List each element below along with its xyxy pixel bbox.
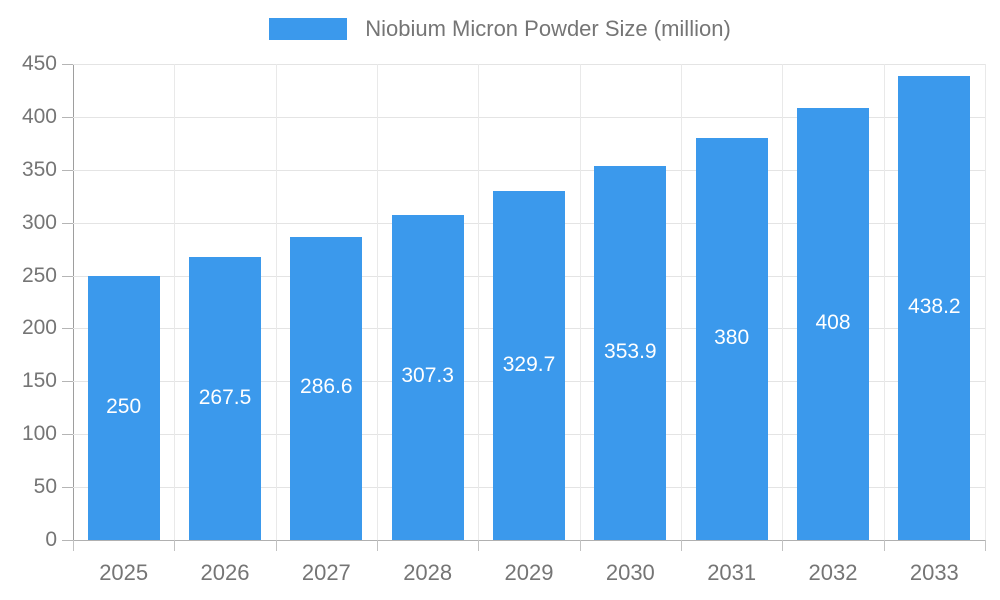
x-axis-category-label: 2025 bbox=[99, 560, 149, 585]
y-axis-tick-label: 200 bbox=[21, 316, 57, 340]
y-axis-tick bbox=[62, 434, 73, 436]
y-axis-tick-label: 150 bbox=[21, 369, 57, 393]
x-gridline bbox=[174, 64, 176, 540]
x-axis-category-label: 2029 bbox=[504, 560, 554, 585]
x-axis-tick bbox=[985, 540, 986, 551]
bar-value-label: 286.6 bbox=[300, 375, 353, 399]
bar-value-label: 307.3 bbox=[401, 364, 454, 388]
y-axis-tick-label: 100 bbox=[21, 422, 57, 446]
legend-swatch[interactable] bbox=[269, 18, 348, 40]
y-axis-tick bbox=[62, 328, 73, 330]
x-axis-tick bbox=[782, 540, 784, 551]
x-axis-tick bbox=[681, 540, 682, 551]
x-axis-category-label: 2032 bbox=[808, 560, 858, 585]
y-axis-tick bbox=[62, 275, 73, 277]
y-axis-tick-label: 450 bbox=[21, 52, 57, 75]
bar-value-label: 380 bbox=[714, 326, 750, 350]
y-axis-tick-label: 350 bbox=[21, 157, 57, 181]
y-axis-tick bbox=[62, 540, 73, 541]
legend-label: Niobium Micron Powder Size (million) bbox=[365, 16, 731, 41]
y-axis-tick-label: 50 bbox=[33, 475, 57, 499]
plot-area: 0 50 100 150 200 250 300 350 400 450 250 2025 267.5 2… bbox=[22, 52, 986, 585]
bar-2029[interactable]: 329.7 bbox=[493, 191, 565, 540]
bar-2025[interactable]: 250 bbox=[87, 275, 160, 540]
x-axis-baseline bbox=[73, 540, 985, 541]
bar-value-label: 438.2 bbox=[908, 295, 961, 319]
x-axis-category-label: 2027 bbox=[301, 560, 351, 585]
x-axis-category-label: 2028 bbox=[403, 560, 453, 585]
x-gridline bbox=[579, 64, 581, 540]
x-gridline bbox=[985, 64, 986, 540]
x-gridline bbox=[782, 64, 784, 540]
bar-2031[interactable]: 380 bbox=[695, 138, 768, 540]
y-axis-tick-label: 300 bbox=[21, 210, 57, 234]
y-axis-tick bbox=[62, 381, 73, 383]
bar-2026[interactable]: 267.5 bbox=[189, 257, 261, 540]
y-gridline bbox=[73, 169, 985, 171]
x-axis-category-label: 2031 bbox=[707, 560, 757, 585]
bar-value-label: 353.9 bbox=[604, 339, 657, 363]
bar-value-label: 250 bbox=[106, 394, 142, 418]
x-gridline bbox=[377, 64, 378, 540]
x-axis-tick bbox=[377, 540, 378, 551]
y-axis-tick bbox=[62, 64, 73, 65]
x-axis-tick bbox=[478, 540, 480, 551]
x-axis-category-label: 2033 bbox=[909, 560, 959, 585]
y-axis-tick bbox=[62, 116, 73, 118]
x-axis-tick bbox=[275, 540, 277, 551]
y-axis-tick bbox=[62, 222, 73, 224]
y-axis-tick-label: 0 bbox=[45, 528, 57, 551]
x-axis-tick bbox=[579, 540, 581, 551]
y-axis-tick bbox=[62, 487, 73, 489]
x-axis-category-label: 2026 bbox=[200, 560, 250, 585]
legend[interactable]: Niobium Micron Powder Size (million) bbox=[0, 16, 1000, 42]
x-axis-tick bbox=[883, 540, 885, 551]
x-gridline bbox=[681, 64, 682, 540]
y-axis-tick-label: 400 bbox=[21, 104, 57, 128]
y-gridline bbox=[73, 116, 985, 118]
y-axis-tick-label: 250 bbox=[21, 263, 57, 287]
x-axis-tick bbox=[73, 540, 74, 551]
bar-2027[interactable]: 286.6 bbox=[290, 236, 363, 540]
x-gridline bbox=[478, 64, 480, 540]
x-axis-category-label: 2030 bbox=[605, 560, 655, 585]
x-gridline bbox=[275, 64, 277, 540]
y-axis-line bbox=[73, 64, 74, 540]
bar-2032[interactable]: 408 bbox=[797, 108, 869, 540]
bar-value-label: 408 bbox=[815, 311, 851, 335]
x-gridline bbox=[883, 64, 885, 540]
bar-2033[interactable]: 438.2 bbox=[898, 76, 971, 540]
bar-value-label: 267.5 bbox=[198, 385, 252, 409]
y-gridline bbox=[73, 64, 985, 65]
bar-value-label: 329.7 bbox=[502, 352, 556, 376]
bar-2028[interactable]: 307.3 bbox=[391, 214, 464, 540]
y-axis-tick bbox=[62, 169, 73, 171]
bar-2030[interactable]: 353.9 bbox=[594, 165, 667, 540]
x-axis-tick bbox=[174, 540, 176, 551]
